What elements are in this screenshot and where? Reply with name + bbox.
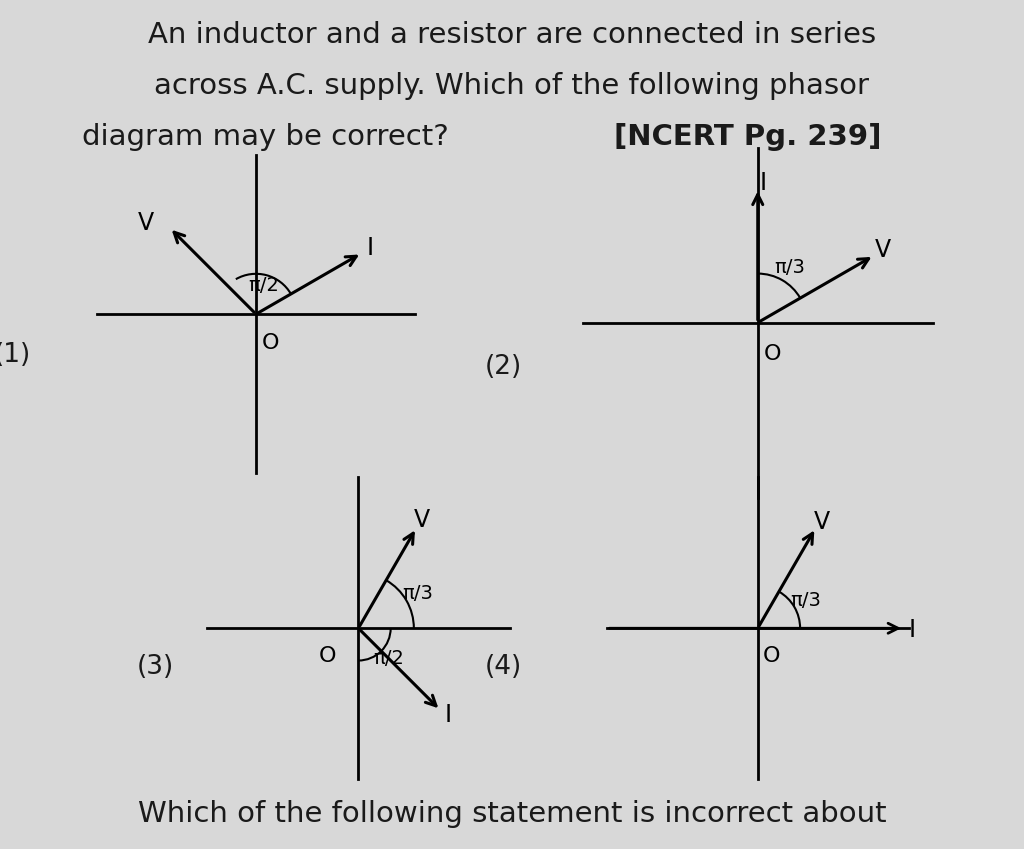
- Text: (3): (3): [137, 654, 174, 680]
- Text: π/2: π/2: [373, 649, 403, 667]
- Text: (1): (1): [0, 342, 31, 368]
- Text: I: I: [909, 618, 916, 643]
- Text: V: V: [138, 211, 155, 234]
- Text: V: V: [414, 508, 429, 531]
- Text: V: V: [876, 238, 892, 261]
- Text: π/3: π/3: [402, 584, 433, 604]
- Text: O: O: [764, 344, 781, 363]
- Text: O: O: [318, 646, 336, 666]
- Text: (4): (4): [485, 654, 522, 680]
- Text: [NCERT Pg. 239]: [NCERT Pg. 239]: [614, 123, 882, 151]
- Text: π/2: π/2: [248, 276, 280, 295]
- Text: I: I: [367, 236, 374, 260]
- Text: O: O: [261, 333, 279, 353]
- Text: (2): (2): [485, 354, 522, 380]
- Text: O: O: [763, 646, 780, 666]
- Text: An inductor and a resistor are connected in series: An inductor and a resistor are connected…: [147, 21, 877, 49]
- Text: π/3: π/3: [791, 591, 821, 610]
- Text: across A.C. supply. Which of the following phasor: across A.C. supply. Which of the followi…: [155, 72, 869, 100]
- Text: I: I: [760, 171, 767, 194]
- Text: π/3: π/3: [774, 257, 805, 277]
- Text: I: I: [444, 703, 452, 728]
- Text: V: V: [814, 509, 829, 534]
- Text: Which of the following statement is incorrect about: Which of the following statement is inco…: [137, 800, 887, 828]
- Text: diagram may be correct?: diagram may be correct?: [82, 123, 449, 151]
